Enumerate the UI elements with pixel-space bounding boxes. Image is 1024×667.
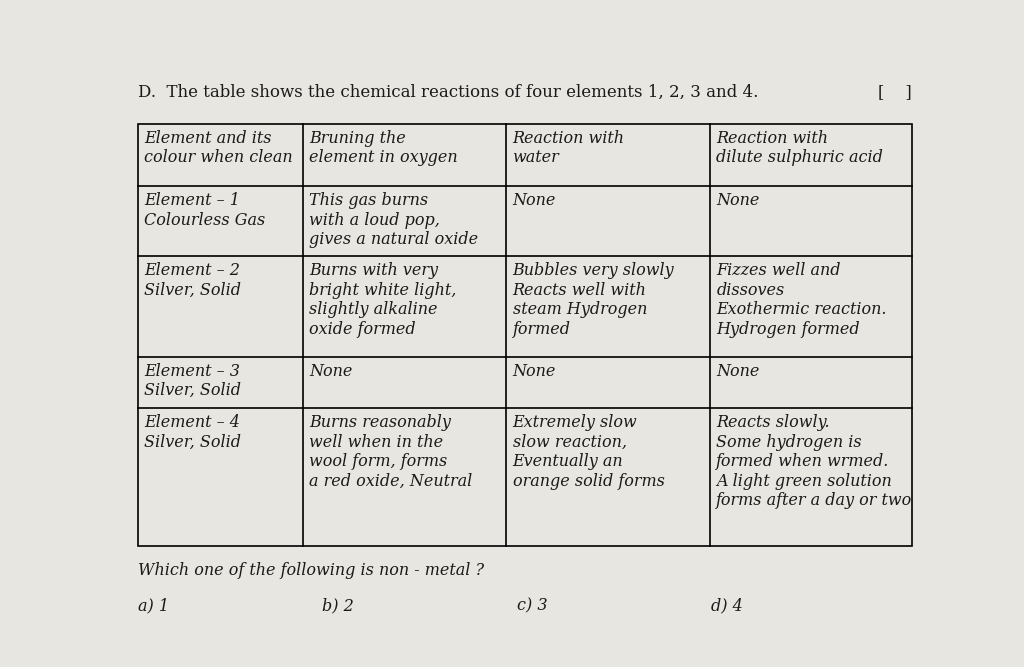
Text: Element – 4: Element – 4 [143,414,240,432]
Text: slow reaction,: slow reaction, [513,434,627,451]
Text: This gas burns: This gas burns [309,192,428,209]
Text: None: None [513,192,556,209]
Text: wool form, forms: wool form, forms [309,454,447,470]
Text: dissoves: dissoves [716,281,784,299]
Text: Reacts slowly.: Reacts slowly. [716,414,829,432]
Text: dilute sulphuric acid: dilute sulphuric acid [716,149,883,166]
Text: Silver, Solid: Silver, Solid [143,382,241,400]
Text: Eventually an: Eventually an [513,454,624,470]
Text: a) 1: a) 1 [137,598,169,615]
Text: Exothermic reaction.: Exothermic reaction. [716,301,887,318]
Text: Burns with very: Burns with very [309,262,438,279]
Text: Element – 1: Element – 1 [143,192,240,209]
Text: None: None [513,363,556,380]
Text: Reacts well with: Reacts well with [513,281,646,299]
Text: formed when wrmed.: formed when wrmed. [716,454,890,470]
Text: Element and its: Element and its [143,130,271,147]
Text: Which one of the following is non - metal ?: Which one of the following is non - meta… [137,562,483,579]
Text: [    ]: [ ] [878,84,911,101]
Text: Hydrogen formed: Hydrogen formed [716,321,860,338]
Bar [137,123,912,546]
Text: Extremely slow: Extremely slow [513,414,637,432]
Text: slightly alkaline: slightly alkaline [309,301,437,318]
Text: Silver, Solid: Silver, Solid [143,281,241,299]
Text: Element – 3: Element – 3 [143,363,240,380]
Text: a red oxide, Neutral: a red oxide, Neutral [309,473,472,490]
Text: forms after a day or two: forms after a day or two [716,492,912,510]
Text: Silver, Solid: Silver, Solid [143,434,241,451]
Text: Bubbles very slowly: Bubbles very slowly [513,262,674,279]
Text: Reaction with: Reaction with [513,130,625,147]
Text: A light green solution: A light green solution [716,473,892,490]
Text: Bruning the: Bruning the [309,130,406,147]
Text: water: water [513,149,559,166]
Text: Element – 2: Element – 2 [143,262,240,279]
Text: bright white light,: bright white light, [309,281,457,299]
Text: d) 4: d) 4 [712,598,743,615]
Text: oxide formed: oxide formed [309,321,416,338]
Text: element in oxygen: element in oxygen [309,149,458,166]
Text: Reaction with: Reaction with [716,130,828,147]
Text: steam Hydrogen: steam Hydrogen [513,301,647,318]
Text: Fizzes well and: Fizzes well and [716,262,841,279]
Text: with a loud pop,: with a loud pop, [309,212,439,229]
Text: c) 3: c) 3 [517,598,548,615]
Text: D.  The table shows the chemical reactions of four elements 1, 2, 3 and 4.: D. The table shows the chemical reaction… [137,84,758,101]
Text: Burns reasonably: Burns reasonably [309,414,451,432]
Text: Colourless Gas: Colourless Gas [143,212,265,229]
Text: Some hydrogen is: Some hydrogen is [716,434,862,451]
Text: well when in the: well when in the [309,434,443,451]
Text: colour when clean: colour when clean [143,149,293,166]
Text: None: None [309,363,352,380]
Text: formed: formed [513,321,570,338]
Text: gives a natural oxide: gives a natural oxide [309,231,478,248]
Text: None: None [716,192,760,209]
Text: None: None [716,363,760,380]
Text: orange solid forms: orange solid forms [513,473,665,490]
Text: b) 2: b) 2 [323,598,354,615]
